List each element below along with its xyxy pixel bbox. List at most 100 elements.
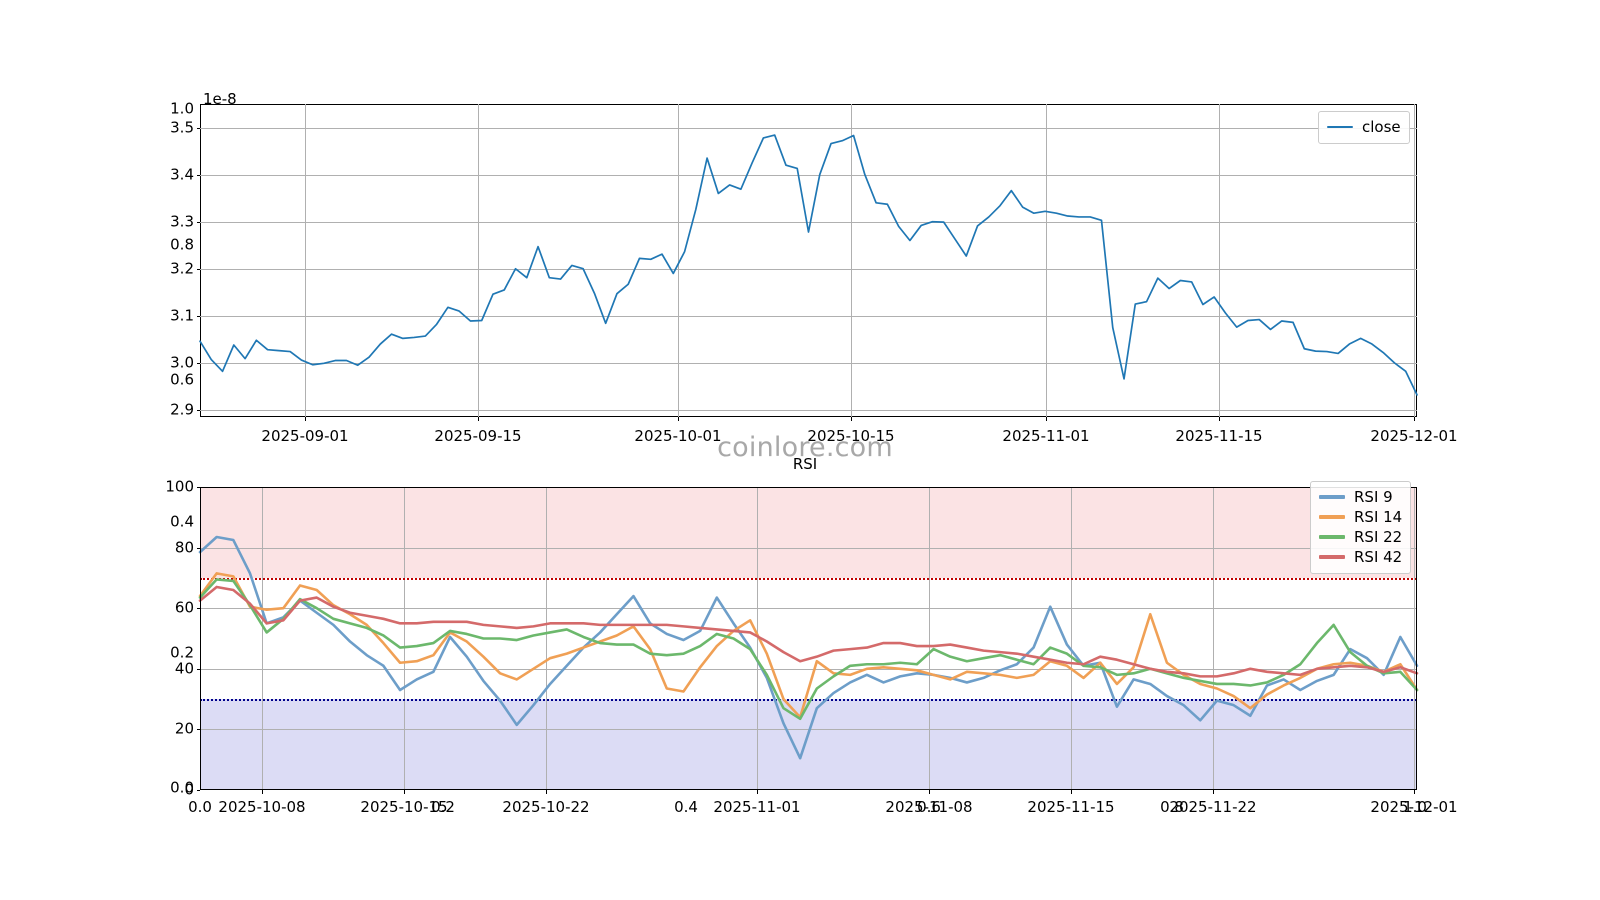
rsi-overbought-band: [200, 487, 1417, 578]
rsi-x-label: 2025-11-08: [885, 798, 973, 816]
rsi-y-tick: [196, 487, 200, 488]
price-x-tick: [305, 417, 306, 421]
legend-swatch-rsi-9: [1319, 495, 1345, 499]
rsi-gridline-v: [404, 487, 405, 790]
rsi-gridline-v: [757, 487, 758, 790]
rsi-x-tick: [546, 790, 547, 794]
rsi-chart-axes: [196, 487, 1419, 794]
price-x-label: 2025-11-15: [1175, 427, 1263, 445]
price-x-label: 2025-10-15: [807, 427, 895, 445]
rsi-line-plot: [198, 535, 1419, 760]
rsi-x-label: 2025-11-22: [1169, 798, 1257, 816]
price-y-label: 3.0: [170, 353, 194, 372]
legend-label-rsi-42: RSI 42: [1354, 548, 1403, 566]
legend-swatch-rsi-14: [1319, 515, 1345, 519]
price-y-tick: [196, 268, 200, 270]
rsi-y-tick: [196, 608, 200, 610]
rsi-gridline-v: [929, 487, 930, 790]
rsi-y-label: 40: [174, 659, 194, 678]
price-gridline-v: [305, 104, 306, 417]
rsi-gridline-h: [200, 608, 1417, 610]
rsi-x-label: 2025-11-15: [1027, 798, 1115, 816]
price-y-label: 3.2: [170, 259, 194, 278]
price-x-tick: [1046, 417, 1047, 421]
legend-entry-rsi-14: RSI 14: [1319, 507, 1402, 527]
price-gridline-h: [200, 221, 1417, 223]
price-gridline-v: [678, 104, 679, 417]
rsi-x-label: 2025-10-22: [502, 798, 590, 816]
rsi-x-tick: [929, 790, 930, 794]
price-gridline-h: [200, 409, 1417, 411]
price-x-tick: [678, 417, 679, 421]
rsi-x-label-overlay: 0.0: [188, 798, 212, 816]
rsi-x-label-overlay: 0.4: [674, 798, 698, 816]
legend-swatch-rsi-42: [1319, 555, 1345, 559]
rsi-gridline-v: [262, 487, 263, 790]
rsi-y-label: 0: [184, 780, 194, 799]
rsi-gridline-v: [1213, 487, 1214, 790]
price-x-label: 2025-10-01: [634, 427, 722, 445]
rsi-x-tick: [262, 790, 263, 794]
price-x-tick: [478, 417, 479, 421]
legend-label-rsi-9: RSI 9: [1354, 488, 1393, 506]
rsi-gridline-v: [1414, 487, 1415, 790]
price-x-tick: [851, 417, 852, 421]
price-x-label: 2025-11-01: [1002, 427, 1090, 445]
price-y-tick: [196, 174, 200, 176]
price-gridline-h: [200, 127, 1417, 129]
rsi-y-label: 60: [174, 598, 194, 617]
legend-swatch-close: [1327, 125, 1353, 129]
rsi-gridline-h: [200, 668, 1417, 670]
price-gridline-v: [1414, 104, 1415, 417]
legend-entry-rsi-22: RSI 22: [1319, 527, 1402, 547]
price-chart-legend[interactable]: close: [1318, 111, 1410, 144]
rsi-y-tick: [196, 668, 200, 670]
rsi-y-tick: [196, 729, 200, 731]
legend-entry-close: close: [1327, 117, 1401, 137]
legend-label-rsi-22: RSI 22: [1354, 528, 1403, 546]
rsi-x-label-overlay: 0.8: [1160, 798, 1184, 816]
rsi-gridline-h: [200, 547, 1417, 549]
price-y-label-overlay: 1.0: [170, 99, 194, 118]
price-x-label: 2025-09-15: [434, 427, 522, 445]
price-x-tick: [1414, 417, 1415, 421]
price-y-tick: [196, 362, 200, 364]
rsi-x-tick: [1414, 790, 1415, 794]
rsi-panel-title: RSI: [792, 455, 818, 473]
rsi-y-label: 100: [165, 477, 194, 496]
rsi-x-tick: [1213, 790, 1214, 794]
rsi-y-tick: [196, 547, 200, 549]
rsi-gridline-v: [1071, 487, 1072, 790]
rsi-overbought-threshold-line: [200, 577, 1417, 580]
price-gridline-v: [851, 104, 852, 417]
price-x-label: 2025-09-01: [261, 427, 349, 445]
rsi-x-tick: [1071, 790, 1072, 794]
rsi-x-label: 2025-12-01: [1370, 798, 1458, 816]
price-gridline-v: [1219, 104, 1220, 417]
price-axis-offset-text: 1e-8: [203, 90, 237, 108]
rsi-y-label: 80: [174, 538, 194, 557]
rsi-x-label: 2025-11-01: [713, 798, 801, 816]
rsi-x-tick: [404, 790, 405, 794]
price-y-tick: [196, 127, 200, 129]
rsi-gridline-v: [546, 487, 547, 790]
price-x-label: 2025-12-01: [1370, 427, 1458, 445]
rsi-x-label-overlay: 0.2: [431, 798, 455, 816]
price-y-label-overlay: 0.8: [170, 235, 194, 254]
rsi-chart-legend[interactable]: RSI 9 RSI 14 RSI 22 RSI 42: [1310, 481, 1412, 574]
price-gridline-h: [200, 362, 1417, 364]
price-gridline-h: [200, 315, 1417, 317]
price-chart-axes: [196, 104, 1418, 421]
price-y-tick: [196, 315, 200, 317]
rsi-y-label-overlay: 0.0: [170, 778, 194, 797]
rsi-x-label-overlay: 0.6: [917, 798, 941, 816]
legend-entry-rsi-42: RSI 42: [1319, 547, 1402, 567]
price-y-label: 3.4: [170, 165, 194, 184]
price-gridline-v: [478, 104, 479, 417]
watermark-coinlore: coinlore.com: [717, 432, 893, 463]
legend-entry-rsi-9: RSI 9: [1319, 487, 1402, 507]
rsi-y-tick: [196, 790, 200, 791]
price-y-label: 2.9: [170, 400, 194, 419]
rsi-oversold-band: [200, 699, 1417, 790]
